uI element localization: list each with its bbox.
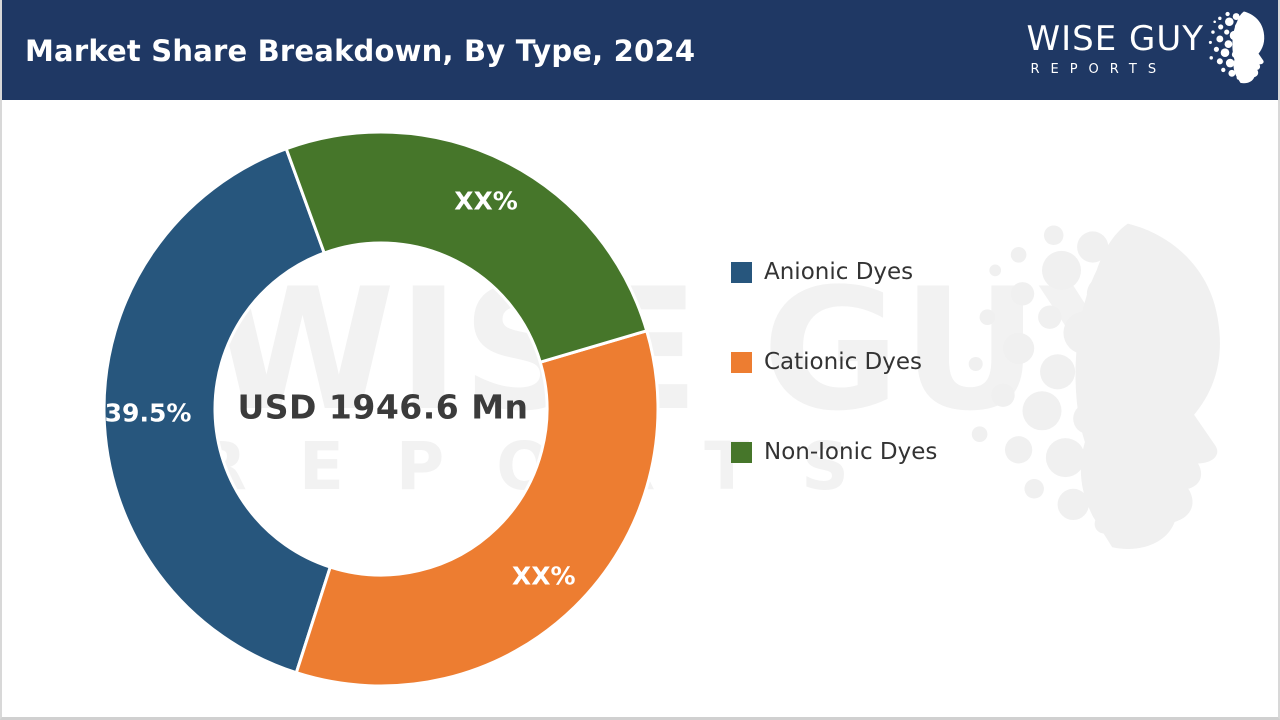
legend-item: Non-Ionic Dyes <box>731 439 938 465</box>
header-bar: Market Share Breakdown, By Type, 2024 WI… <box>2 0 1278 100</box>
legend: Anionic Dyes Cationic Dyes Non-Ionic Dyes <box>731 259 938 465</box>
legend-label: Anionic Dyes <box>764 259 914 285</box>
legend-label: Cationic Dyes <box>764 349 923 375</box>
legend-swatch <box>731 351 752 373</box>
donut-segment-anionic-dyes <box>102 147 332 675</box>
logo-wordmark: WISE GUY <box>1026 19 1204 59</box>
donut-segment-non-ionic-dyes <box>284 130 649 364</box>
logo-text: WISE GUY REPORTS <box>1026 19 1204 77</box>
slice-label: XX% <box>454 186 518 216</box>
chart-title: Market Share Breakdown, By Type, 2024 <box>25 34 696 68</box>
legend-swatch <box>731 261 752 283</box>
logo-subtitle: REPORTS <box>1030 61 1168 77</box>
logo-face-icon <box>1208 11 1265 84</box>
legend-item: Cationic Dyes <box>731 349 937 375</box>
wiseguy-logo: WISE GUY REPORTS <box>1026 6 1268 86</box>
donut-segment-cationic-dyes <box>294 329 660 688</box>
legend-swatch <box>731 441 752 463</box>
legend-item: Anionic Dyes <box>731 259 937 285</box>
legend-label: Non-Ionic Dyes <box>764 439 938 465</box>
slice-label: 39.5% <box>104 398 192 428</box>
donut-center-label: USD 1946.6 Mn <box>237 387 529 427</box>
slice-label: XX% <box>511 561 576 591</box>
